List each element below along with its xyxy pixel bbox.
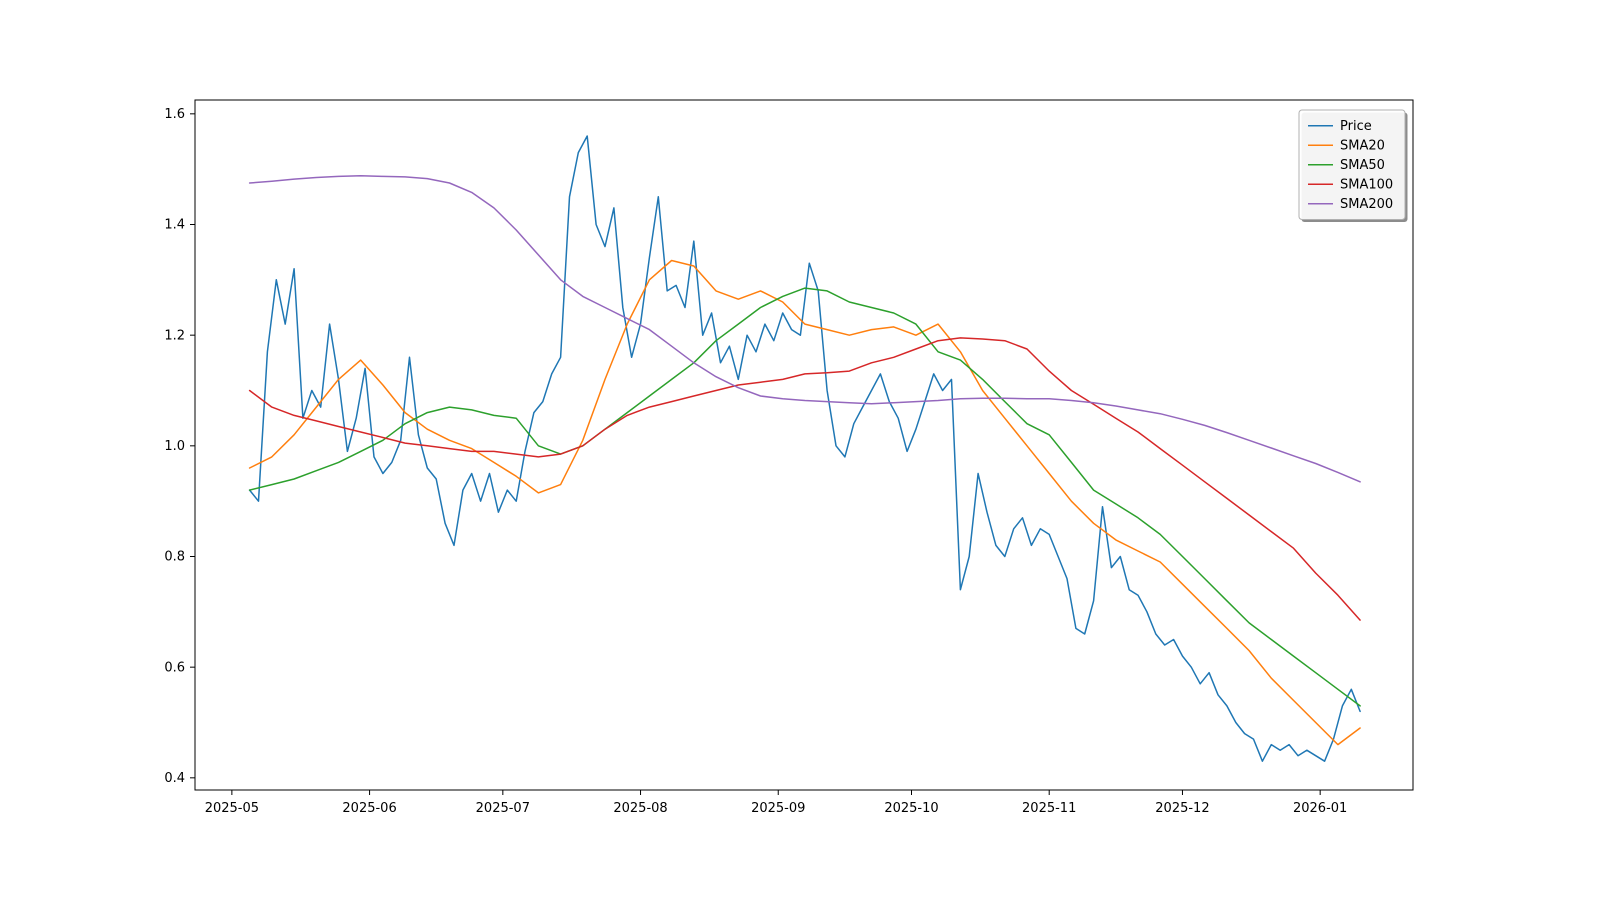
y-tick-label: 1.4 xyxy=(164,218,185,233)
x-tick-label: 2025-12 xyxy=(1155,801,1209,816)
y-tick-label: 1.6 xyxy=(164,107,185,122)
x-tick-label: 2025-10 xyxy=(884,801,938,816)
y-tick-label: 0.4 xyxy=(164,771,185,786)
series-line-sma200 xyxy=(248,175,1361,483)
series-line-sma50 xyxy=(248,287,1361,707)
legend-label-sma50: SMA50 xyxy=(1340,158,1385,173)
legend-label-sma100: SMA100 xyxy=(1340,177,1393,192)
y-tick-label: 0.6 xyxy=(164,660,185,675)
x-tick-label: 2025-09 xyxy=(751,801,805,816)
series-line-price xyxy=(248,135,1361,762)
x-tick-label: 2025-11 xyxy=(1022,801,1076,816)
series-line-sma20 xyxy=(248,259,1361,746)
series-line-sma100 xyxy=(248,337,1361,621)
x-tick-label: 2025-08 xyxy=(613,801,667,816)
y-tick-label: 1.2 xyxy=(164,328,185,343)
x-tick-label: 2025-05 xyxy=(205,801,259,816)
y-tick-label: 1.0 xyxy=(164,439,185,454)
axes-spines xyxy=(194,99,1414,791)
legend-label-sma200: SMA200 xyxy=(1340,197,1393,212)
x-tick-label: 2026-01 xyxy=(1293,801,1347,816)
legend-label-sma20: SMA20 xyxy=(1340,138,1385,153)
legend xyxy=(1298,109,1406,220)
x-tick-label: 2025-06 xyxy=(342,801,396,816)
legend-label-price: Price xyxy=(1340,119,1372,134)
x-tick-label: 2025-07 xyxy=(476,801,530,816)
y-tick-label: 0.8 xyxy=(164,550,185,565)
